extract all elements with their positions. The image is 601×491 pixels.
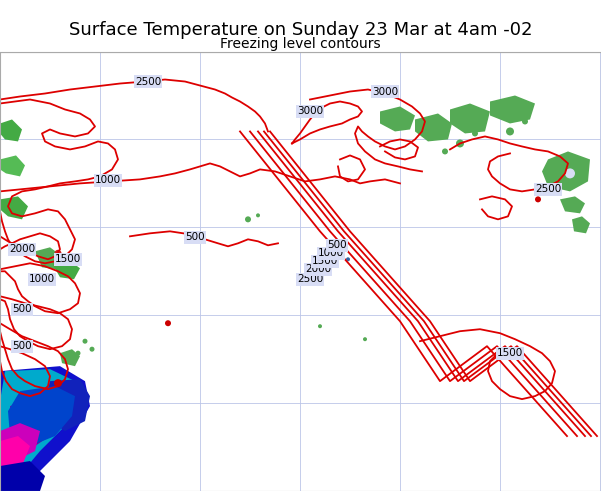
Polygon shape [0, 423, 40, 461]
Circle shape [346, 257, 350, 261]
Polygon shape [0, 461, 45, 491]
Text: 1000: 1000 [318, 248, 344, 258]
Text: 2000: 2000 [9, 245, 35, 254]
Polygon shape [0, 366, 90, 491]
Polygon shape [450, 104, 490, 134]
Polygon shape [10, 396, 65, 446]
Circle shape [472, 131, 478, 136]
Polygon shape [0, 196, 28, 219]
Text: 1000: 1000 [95, 175, 121, 186]
Circle shape [456, 139, 464, 147]
Circle shape [165, 320, 171, 326]
Text: 1500: 1500 [497, 348, 523, 358]
Text: 1000: 1000 [29, 274, 55, 284]
Circle shape [363, 337, 367, 341]
Polygon shape [0, 369, 80, 491]
Polygon shape [52, 259, 80, 279]
Text: Surface Temperature on Sunday 23 Mar at 4am -02: Surface Temperature on Sunday 23 Mar at … [69, 21, 532, 39]
Circle shape [82, 339, 88, 344]
Circle shape [318, 324, 322, 328]
Circle shape [245, 217, 251, 222]
Circle shape [55, 250, 61, 257]
Polygon shape [0, 156, 25, 176]
Polygon shape [380, 107, 415, 132]
Polygon shape [542, 151, 590, 191]
Text: 3000: 3000 [372, 86, 398, 97]
Text: 1500: 1500 [55, 254, 81, 264]
Polygon shape [35, 247, 62, 269]
Circle shape [76, 351, 81, 355]
Text: 500: 500 [185, 232, 205, 243]
Text: Freezing level contours: Freezing level contours [220, 37, 381, 52]
Circle shape [54, 379, 62, 387]
Text: 500: 500 [12, 341, 32, 351]
Circle shape [506, 128, 514, 136]
Text: 1500: 1500 [312, 256, 338, 266]
Polygon shape [490, 96, 535, 123]
Text: 2000: 2000 [305, 264, 331, 274]
Polygon shape [572, 217, 590, 233]
Circle shape [565, 168, 575, 178]
Polygon shape [560, 196, 585, 214]
Text: 2500: 2500 [297, 274, 323, 284]
Text: 500: 500 [12, 304, 32, 314]
Circle shape [535, 196, 541, 202]
Text: 2500: 2500 [535, 185, 561, 194]
Circle shape [442, 148, 448, 155]
Polygon shape [8, 386, 75, 446]
Circle shape [522, 118, 528, 124]
Polygon shape [45, 379, 90, 431]
Circle shape [256, 214, 260, 218]
Circle shape [90, 347, 94, 352]
Polygon shape [0, 119, 22, 141]
Polygon shape [60, 349, 80, 366]
Text: 3000: 3000 [297, 107, 323, 116]
Polygon shape [0, 436, 30, 471]
Text: 2500: 2500 [135, 77, 161, 86]
Polygon shape [415, 113, 452, 141]
Text: 500: 500 [327, 240, 347, 250]
